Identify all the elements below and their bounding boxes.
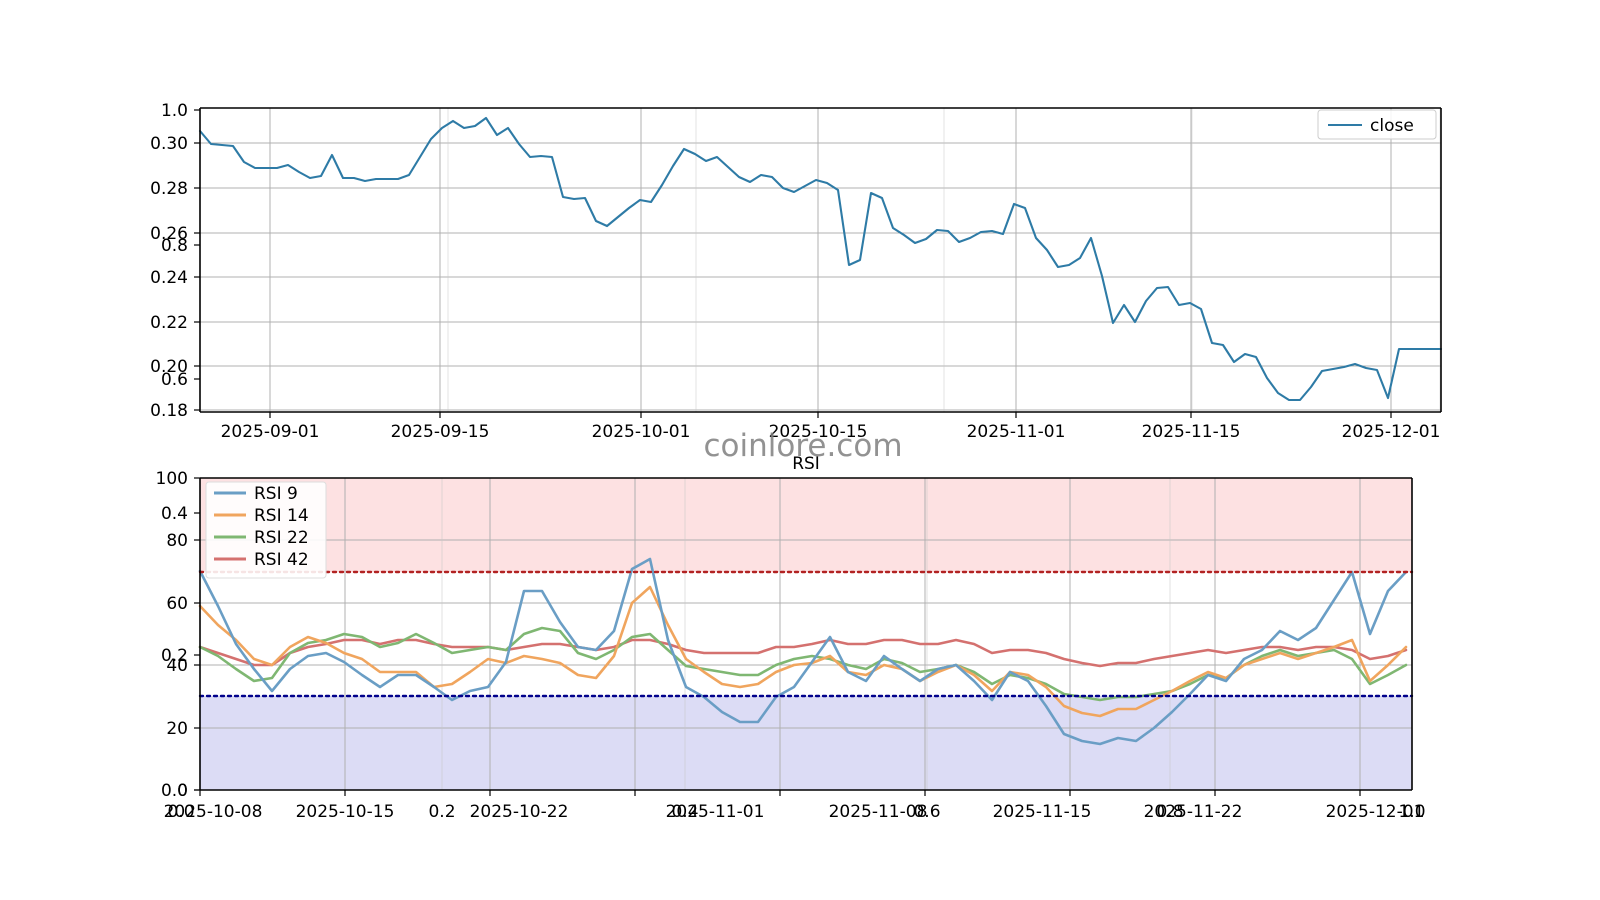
ghost-xtick-0.8: 0.8 [1156,802,1183,822]
rsi-42-line [198,638,1408,668]
close-price-line [198,116,1443,402]
rsi-panel: 100 80 60 40 20 0 0.4 0.2 0.0 [156,469,1426,822]
ghost-x-axis-labels: 0.0 0.2 0.4 0.6 0.8 1.0 [167,802,1425,822]
rsi-ytick-1: 80 [166,531,188,551]
ghost-xtick-0.0: 0.0 [167,802,194,822]
rsi-legend-label-rsi9: RSI 9 [254,484,298,504]
rsi-ytick-5: 0 [177,781,188,801]
rsi-legend-box [205,481,327,579]
price-ytick-1: 0.28 [150,179,188,199]
ghost-xtick-0.6: 0.6 [913,802,940,822]
rsi-ytick-3: 40 [166,656,188,676]
ghost-ytick-0.6: 0.6 [161,370,188,390]
price-xtick-1: 2025-09-15 [391,422,490,442]
price-xtick-3: 2025-10-15 [769,422,868,442]
ghost-ytick-1.0: 1.0 [161,101,188,121]
rsi-14-line [198,585,1408,718]
rsi-xtick-3: 2025-11-01 [666,802,765,822]
rsi-xtick-6: 2025-11-22 [1144,802,1243,822]
price-legend[interactable]: close [1317,109,1437,140]
price-xtick-5: 2025-11-15 [1142,422,1241,442]
price-ytick-2: 0.26 [150,224,188,244]
price-x-ticks [269,412,1392,418]
rsi-xtick-7: 2025-12-01 [1326,802,1425,822]
price-ytick-6: 0.18 [150,401,188,421]
ghost-y-axis-price: 1.0 0.8 0.6 [161,101,200,390]
price-xtick-2: 2025-10-01 [592,422,691,442]
rsi-xtick-5: 2025-11-15 [993,802,1092,822]
price-axes-spines [199,107,1442,413]
rsi-oversold-band [200,696,1412,790]
rsi-ytick-2: 60 [166,594,188,614]
ghost-ytick-0.8: 0.8 [161,236,188,256]
rsi-xtick-4: 2025-11-08 [829,802,928,822]
price-ytick-0: 0.30 [150,134,188,154]
price-xtick-6: 2025-12-01 [1342,422,1441,442]
rsi-overbought-band [200,478,1412,572]
rsi-9-line-main [198,557,1408,746]
price-ytick-3: 0.24 [150,268,188,288]
rsi-xtick-1: 2025-10-15 [296,802,395,822]
ghost-y-axis-rsi: 0.4 0.2 0.0 [161,504,200,801]
ghost-ytick-0.0: 0.0 [161,781,188,801]
rsi-legend[interactable]: RSI 9 RSI 14 RSI 22 RSI 42 [205,481,327,579]
rsi-panel-title: RSI [792,454,820,474]
rsi-xtick-0: 2025-10-08 [164,802,263,822]
ghost-xtick-0.2: 0.2 [428,802,455,822]
watermark-text: coinlore.com [703,428,902,464]
rsi-legend-label-rsi42: RSI 42 [254,550,309,570]
price-legend-label-close: close [1370,116,1414,136]
price-y-gridlines [200,142,1441,411]
rsi-ytick-0: 100 [156,469,188,489]
ghost-xtick-0.4: 0.4 [671,802,698,822]
ghost-xtick-1.0: 1.0 [1398,802,1425,822]
price-ytick-4: 0.22 [150,313,188,333]
ghost-ytick-0.2: 0.2 [161,646,188,666]
price-panel: 0.30 0.28 0.26 0.24 0.22 0.20 0.18 1.0 0… [150,101,1443,442]
price-xtick-0: 2025-09-01 [221,422,320,442]
rsi-x-ticks [199,790,1361,796]
rsi-axes-spines [199,477,1413,791]
rsi-ytick-4: 20 [166,719,188,739]
rsi-legend-label-rsi14: RSI 14 [254,506,309,526]
price-y-ticks [194,142,200,411]
price-x-gridlines [269,108,1392,412]
price-ytick-5: 0.20 [150,357,188,377]
ghost-ytick-0.4: 0.4 [161,504,188,524]
rsi-legend-label-rsi22: RSI 22 [254,528,309,548]
price-xtick-4: 2025-11-01 [967,422,1066,442]
price-legend-box [1317,109,1437,140]
rsi-xtick-2: 2025-10-22 [470,802,569,822]
